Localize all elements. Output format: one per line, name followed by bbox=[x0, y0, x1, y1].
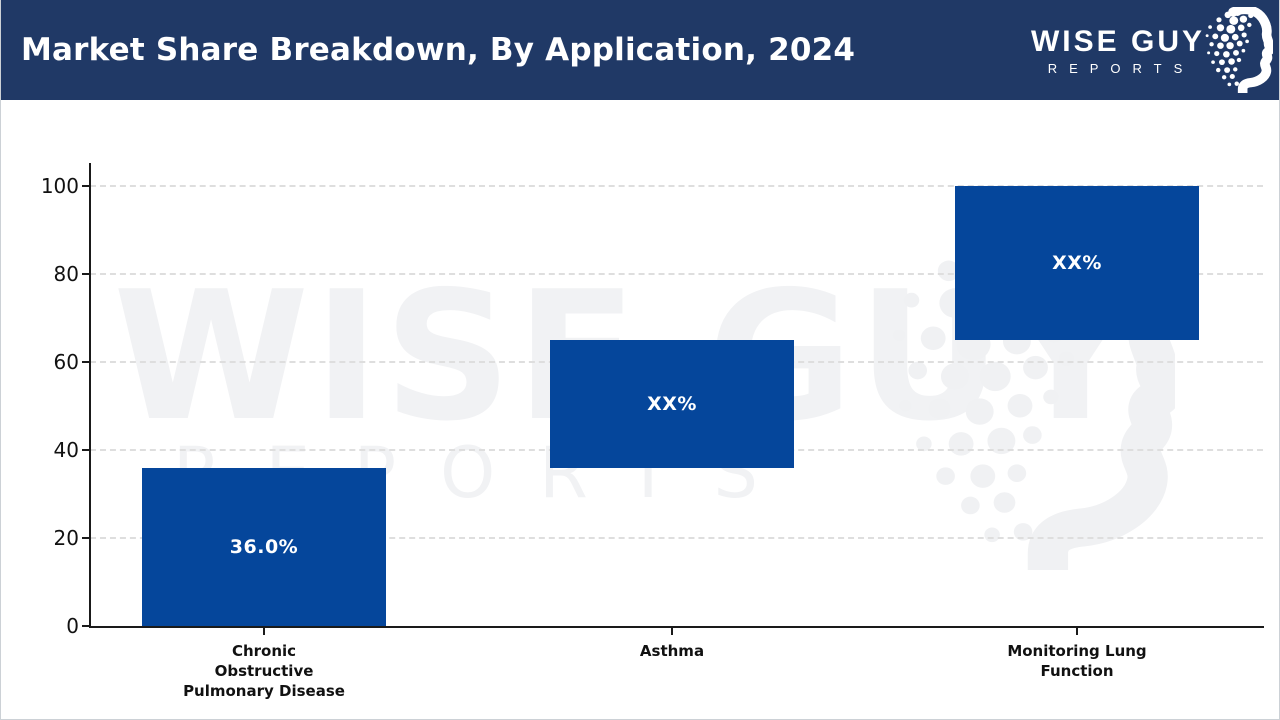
x-category-label-line: Chronic bbox=[231, 642, 297, 660]
y-tick-60 bbox=[82, 361, 91, 363]
y-tick-100 bbox=[82, 185, 91, 187]
y-tick-label-40: 40 bbox=[53, 438, 79, 462]
y-tick-label-100: 100 bbox=[40, 174, 79, 198]
gridline-100 bbox=[90, 185, 1263, 187]
y-tick-80 bbox=[82, 273, 91, 275]
x-tick-1 bbox=[263, 627, 265, 635]
x-category-label-1: Chronic Obstructive Pulmonary Disease bbox=[99, 641, 429, 701]
bar-segment-1: 36.0% bbox=[142, 467, 386, 626]
x-category-label-2: Asthma bbox=[507, 641, 837, 661]
bar-value-label-1: 36.0% bbox=[229, 535, 299, 558]
y-tick-label-0: 0 bbox=[66, 614, 79, 638]
y-tick-label-60: 60 bbox=[53, 350, 79, 374]
y-tick-label-20: 20 bbox=[53, 526, 79, 550]
brand-logo-text: WISE GUY REPORTS bbox=[1031, 25, 1205, 76]
logo-wordmark: WISE GUY bbox=[1030, 24, 1205, 58]
x-category-label-line: Asthma bbox=[639, 642, 705, 660]
y-tick-20 bbox=[82, 537, 91, 539]
y-axis-line bbox=[89, 163, 91, 628]
x-tick-2 bbox=[671, 627, 673, 635]
x-category-label-line: Monitoring Lung bbox=[1007, 642, 1147, 660]
gridline-20 bbox=[90, 537, 1263, 539]
y-tick-0 bbox=[82, 625, 91, 627]
y-tick-40 bbox=[82, 449, 91, 451]
bar-value-label-2: XX% bbox=[647, 392, 697, 415]
x-category-label-line: Function bbox=[1040, 662, 1114, 680]
x-category-label-3: Monitoring Lung Function bbox=[912, 641, 1242, 681]
y-tick-label-80: 80 bbox=[53, 262, 79, 286]
x-category-label-line: Obstructive bbox=[214, 662, 314, 680]
page-title: Market Share Breakdown, By Application, … bbox=[21, 32, 856, 68]
brand-logo: WISE GUY REPORTS bbox=[1031, 6, 1273, 94]
bar-segment-3: XX% bbox=[955, 186, 1199, 340]
bar-value-label-3: XX% bbox=[1052, 252, 1102, 274]
logo-subtext: REPORTS bbox=[1047, 60, 1195, 76]
header-bar: Market Share Breakdown, By Application, … bbox=[1, 0, 1279, 100]
x-axis-line bbox=[89, 626, 1264, 628]
x-category-label-line: Pulmonary Disease bbox=[183, 682, 345, 700]
bar-segment-2: XX% bbox=[550, 340, 794, 468]
gridline-80 bbox=[90, 273, 1263, 275]
x-tick-3 bbox=[1076, 627, 1078, 635]
